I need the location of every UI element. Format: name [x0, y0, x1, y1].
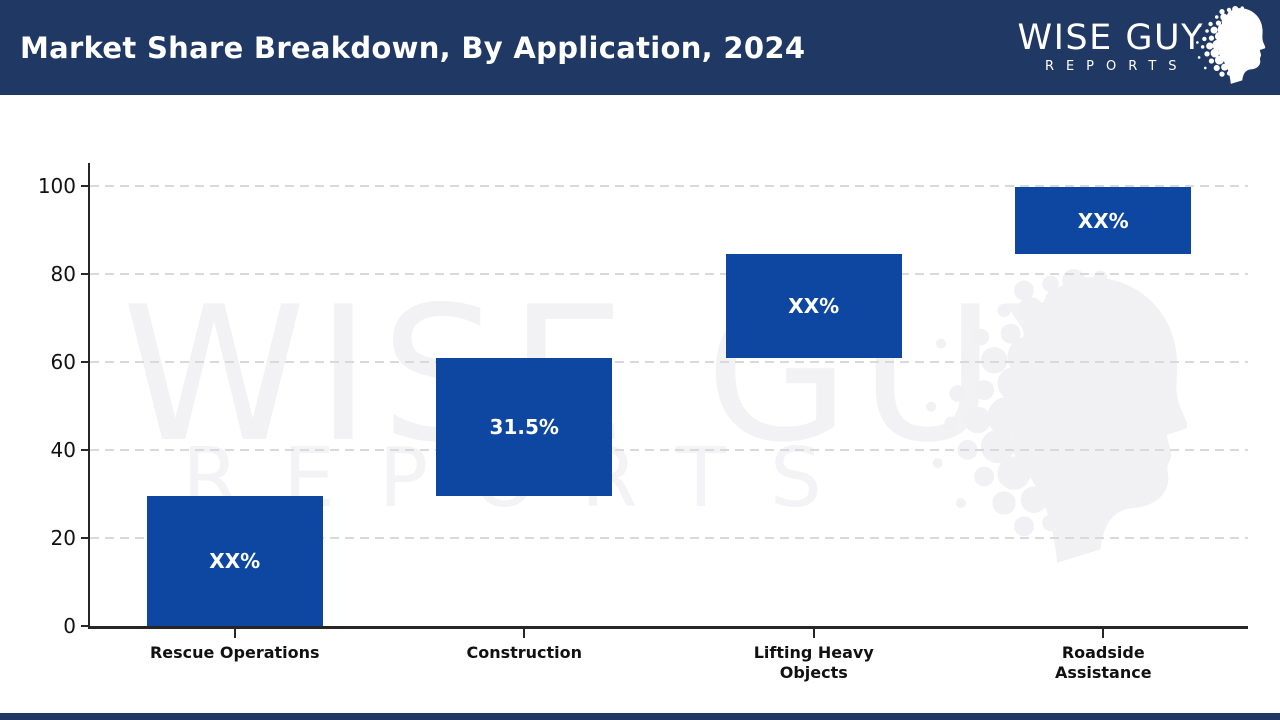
bar-segment: XX% [1015, 186, 1192, 255]
x-axis-tick [523, 629, 526, 638]
y-axis-tick [81, 536, 88, 539]
gridline [90, 272, 1248, 275]
x-axis-tick [1102, 629, 1105, 638]
chart-title: Market Share Breakdown, By Application, … [20, 30, 806, 65]
y-axis-tick [81, 272, 88, 275]
y-axis-tick-label: 0 [63, 614, 76, 638]
gridline [90, 536, 1248, 539]
plot-area: 0 20 40 60 80 100 XX% Rescue Operations 31.5% Con… [38, 163, 1248, 682]
bar-value-label: XX% [1077, 208, 1129, 233]
y-axis-tick-label: 60 [50, 349, 76, 374]
y-axis-tick [81, 448, 88, 451]
y-axis-tick-label: 20 [50, 525, 76, 550]
gridline [90, 448, 1248, 451]
y-axis-tick [81, 184, 88, 187]
logo-subtext: REPORTS [1044, 59, 1189, 74]
footer-bar [0, 713, 1280, 720]
bar-value-label: 31.5% [489, 415, 559, 440]
bar-value-label: XX% [209, 549, 261, 574]
head-silhouette-icon [1178, 4, 1266, 88]
y-axis-tick-label: 40 [50, 437, 76, 462]
x-axis-tick [812, 629, 815, 638]
category-label: Roadside Assistance [1054, 643, 1152, 682]
y-axis-tick-label: 80 [50, 261, 76, 286]
bar-segment: 31.5% [436, 357, 613, 497]
logo-wordmark: WISE GUY [1017, 18, 1204, 58]
bar-segment: XX% [725, 254, 902, 358]
wiseguy-logo: WISE GUY REPORTS [1017, 8, 1266, 88]
y-axis-tick [81, 625, 88, 627]
category-label: Lifting Heavy Objects [753, 643, 874, 682]
x-axis-tick [233, 629, 236, 638]
y-axis-tick [81, 360, 88, 363]
category-label: Construction [466, 643, 583, 662]
gridline [90, 184, 1248, 187]
bar-value-label: XX% [788, 293, 840, 318]
bar-segment: XX% [146, 496, 323, 626]
y-axis-tick-label: 100 [37, 173, 76, 198]
logo-text: WISE GUY REPORTS [1017, 18, 1204, 75]
category-label: Rescue Operations [149, 643, 320, 662]
header-bar: Market Share Breakdown, By Application, … [0, 0, 1280, 95]
gridline [90, 360, 1248, 363]
